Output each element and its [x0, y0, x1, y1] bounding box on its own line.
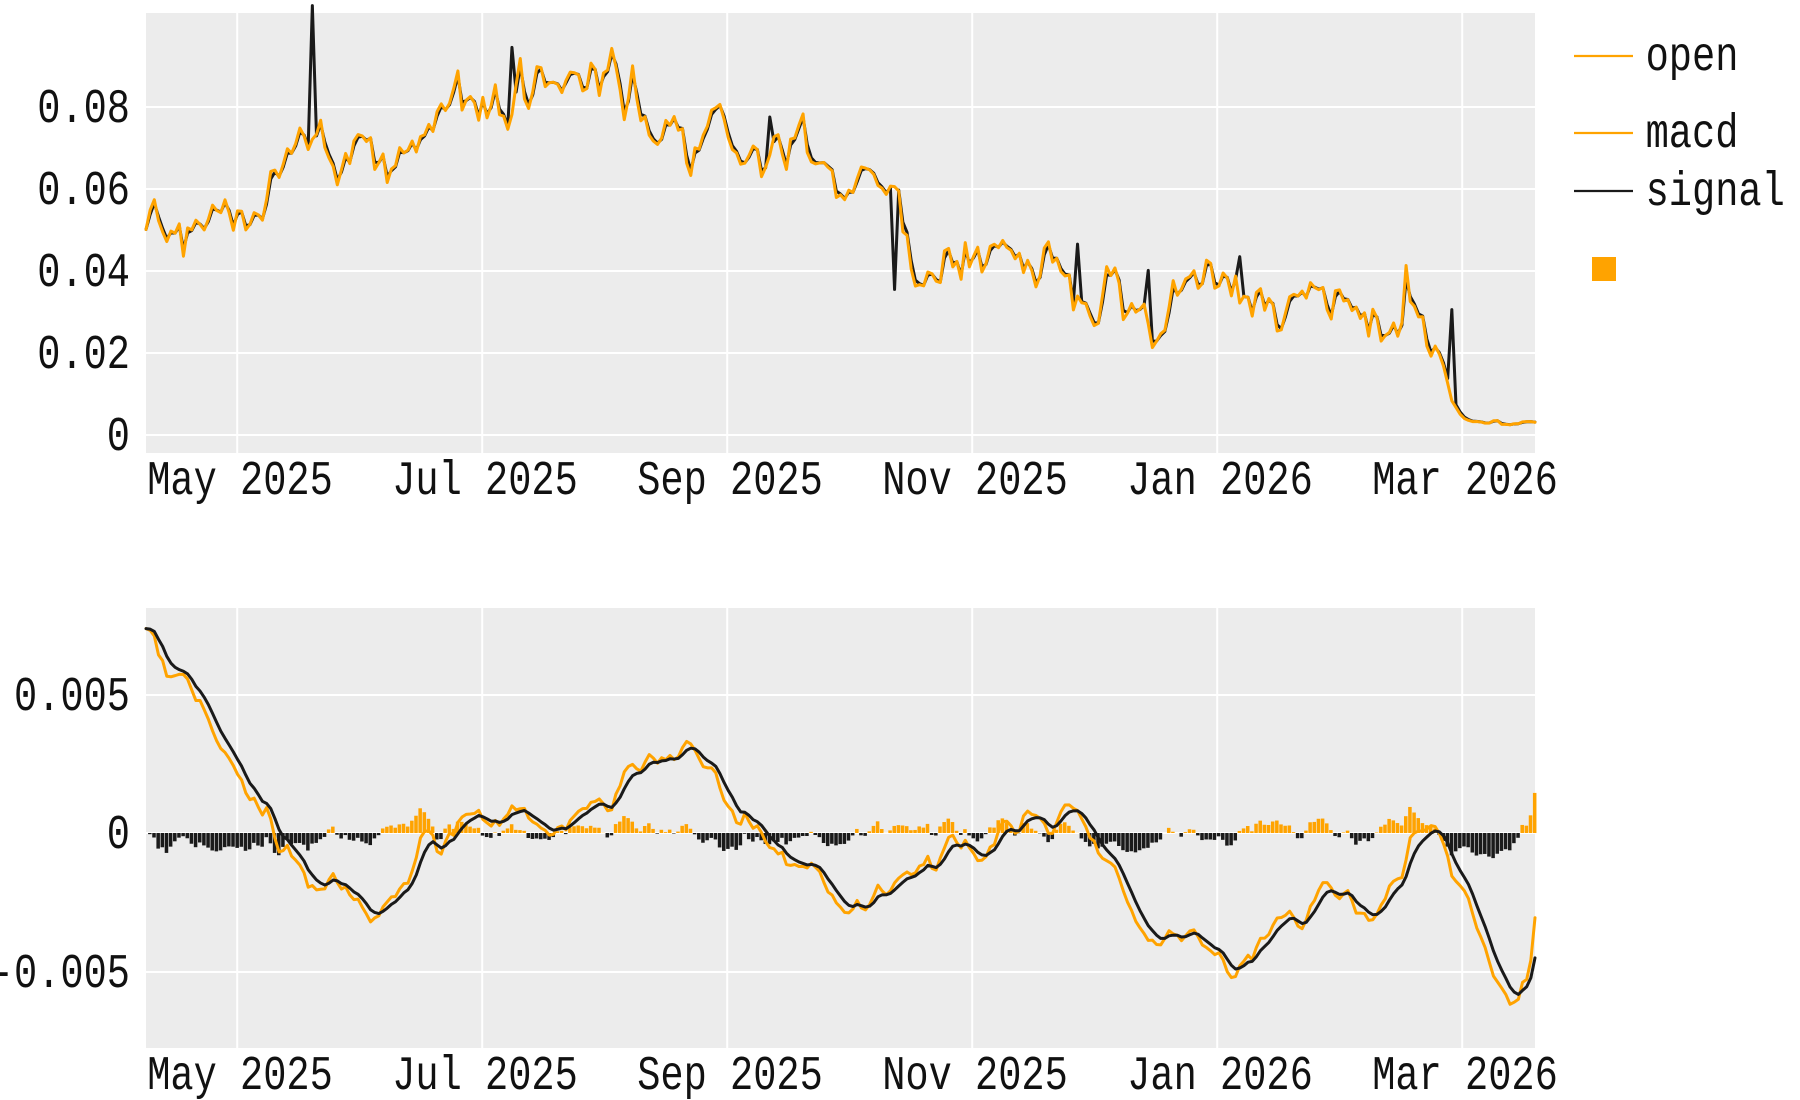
svg-text:macd: macd — [1646, 108, 1739, 162]
svg-text:Jan 2026: Jan 2026 — [1127, 455, 1313, 509]
svg-text:Sep 2025: Sep 2025 — [637, 1050, 823, 1100]
svg-text:Sep 2025: Sep 2025 — [637, 455, 823, 509]
svg-text:0: 0 — [107, 411, 130, 465]
svg-text:0.005: 0.005 — [14, 671, 130, 725]
svg-text:0.06: 0.06 — [37, 165, 130, 219]
svg-text:0.08: 0.08 — [37, 83, 130, 137]
svg-text:-0.005: -0.005 — [0, 948, 130, 1002]
svg-text:Jan 2026: Jan 2026 — [1127, 1050, 1313, 1100]
svg-text:open: open — [1646, 31, 1739, 85]
svg-text:Jul 2025: Jul 2025 — [392, 455, 578, 509]
svg-text:May 2025: May 2025 — [147, 1050, 333, 1100]
svg-text:Nov 2025: Nov 2025 — [882, 1050, 1068, 1100]
svg-text:Nov 2025: Nov 2025 — [882, 455, 1068, 509]
svg-text:Mar 2026: Mar 2026 — [1372, 1050, 1558, 1100]
svg-text:May 2025: May 2025 — [147, 455, 333, 509]
svg-text:0: 0 — [107, 809, 130, 863]
svg-text:Jul 2025: Jul 2025 — [392, 1050, 578, 1100]
svg-text:0.02: 0.02 — [37, 329, 130, 383]
svg-text:Mar 2026: Mar 2026 — [1372, 455, 1558, 509]
svg-text:0.04: 0.04 — [37, 247, 130, 301]
svg-text:signal: signal — [1646, 166, 1785, 220]
